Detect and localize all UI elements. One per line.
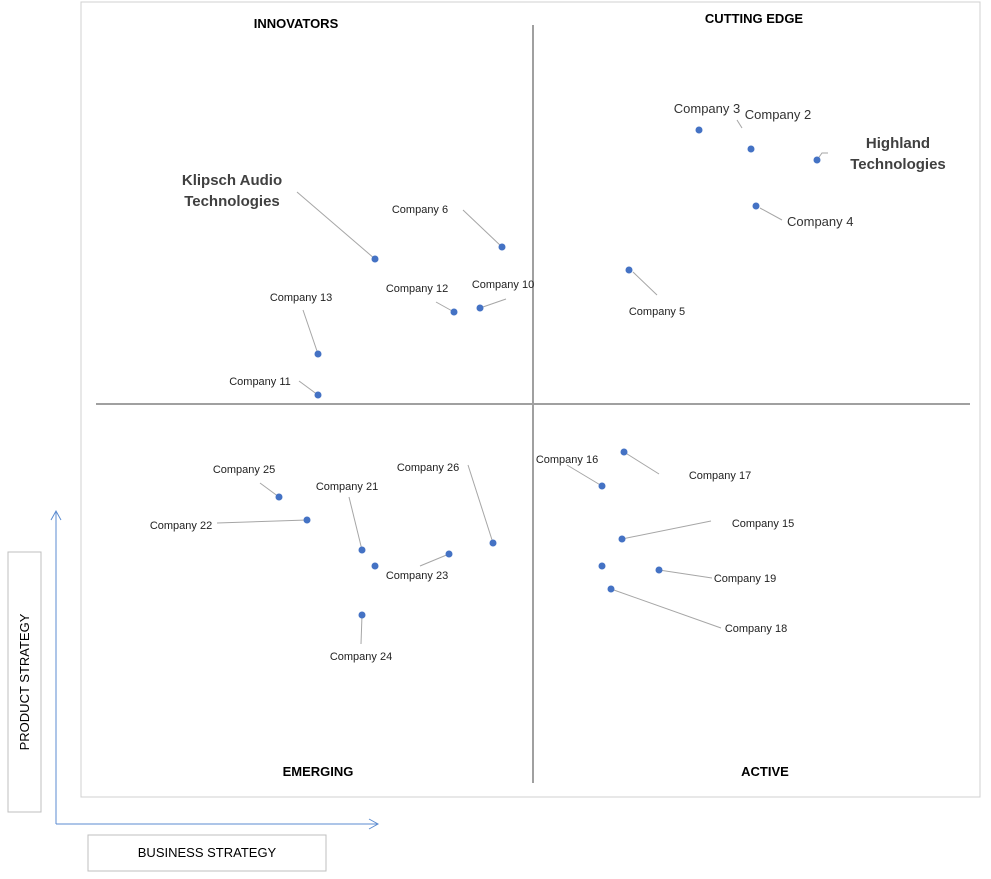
label-company-12: Company 12 [386,283,448,295]
label-klipsch-audio-technologies: Klipsch Audio Technologies [182,172,282,210]
label-company-23: Company 23 [386,570,448,582]
label-company-26: Company 26 [397,462,459,474]
point-company-26[interactable] [489,539,497,547]
label-company-5: Company 5 [629,306,685,318]
point-company-15[interactable] [618,535,626,543]
plot-frame [80,1,981,798]
point-company-13[interactable] [314,350,322,358]
label-company-24: Company 24 [330,651,392,663]
leader-line-company-21 [348,496,363,551]
leader-line-company-10 [479,298,507,309]
point-company-16[interactable] [598,482,606,490]
leader-line-company-18 [610,588,722,629]
point-company-25[interactable] [275,493,283,501]
point-company-23[interactable] [371,562,379,570]
point-company-6[interactable] [498,243,506,251]
label-company-22: Company 22 [150,520,212,532]
label-company-4: Company 4 [787,214,853,229]
x-axis-title-box [87,834,327,872]
leader-line-company-16 [566,464,603,487]
point-company-17[interactable] [620,448,628,456]
label-company-3: Company 3 [674,101,740,116]
quadrant-label-innovators: INNOVATORS [254,16,339,31]
label-company-25: Company 25 [213,464,275,476]
label-company-19: Company 19 [714,573,776,585]
point-company-5[interactable] [625,266,633,274]
leader-line-company-22 [216,519,308,524]
label-company-15: Company 15 [732,518,794,530]
point-company-3[interactable] [695,126,703,134]
point-company-19[interactable] [655,566,663,574]
point-company-4[interactable] [752,202,760,210]
point-company-24[interactable] [358,611,366,619]
data-labels: Company 3 Company 2 Highland Technologies Co… [150,101,946,663]
x-axis-arrow [56,818,380,830]
point-klipsch-audio-technologies[interactable] [371,255,379,263]
leader-line-company-15 [621,520,712,540]
label-highland-technologies: Highland Technologies [850,135,946,173]
leader-line-company-24 [360,614,363,645]
quadrant-label-cutting-edge: CUTTING EDGE [705,11,804,26]
label-company-18: Company 18 [725,623,787,635]
leader-line-company-25 [259,482,280,498]
leader-line-company-11 [298,380,319,396]
point-unlabeled-21[interactable] [598,562,606,570]
point-company-18[interactable] [607,585,615,593]
label-company-6: Company 6 [392,204,448,216]
leader-line-company-13 [302,309,319,355]
label-company-16: Company 16 [536,454,598,466]
y-axis-arrow [50,509,62,824]
label-company-10: Company 10 [472,279,534,291]
point-company-22[interactable] [303,516,311,524]
leader-line-company-6 [462,209,503,248]
label-company-21: Company 21 [316,481,378,493]
quadrant-label-active: ACTIVE [741,764,789,779]
label-company-17: Company 17 [689,470,751,482]
label-company-13: Company 13 [270,292,332,304]
y-axis-title-box [7,551,42,813]
leader-line-company-26 [467,464,494,544]
leader-line-company-19 [658,569,713,579]
label-company-2: Company 2 [745,107,811,122]
label-company-11: Company 11 [229,376,291,388]
point-company-2[interactable] [747,145,755,153]
leader-line-company-4 [759,207,783,221]
point-highland-technologies[interactable] [813,156,821,164]
leader-line-company-2 [736,119,743,129]
point-company-12[interactable] [450,308,458,316]
y-axis-title: PRODUCT STRATEGY [17,613,32,750]
quadrant-label-emerging: EMERGING [283,764,354,779]
point-unlabeled-15[interactable] [445,550,453,558]
point-company-11[interactable] [314,391,322,399]
leader-line-klipsch-audio-technologies [296,191,376,260]
point-company-21[interactable] [358,546,366,554]
data-points [275,126,821,619]
x-axis-title: BUSINESS STRATEGY [138,845,277,860]
point-company-10[interactable] [476,304,484,312]
leader-line-company-23 [419,553,450,567]
leader-line-company-17 [623,451,660,475]
leader-line-company-5 [632,271,658,296]
